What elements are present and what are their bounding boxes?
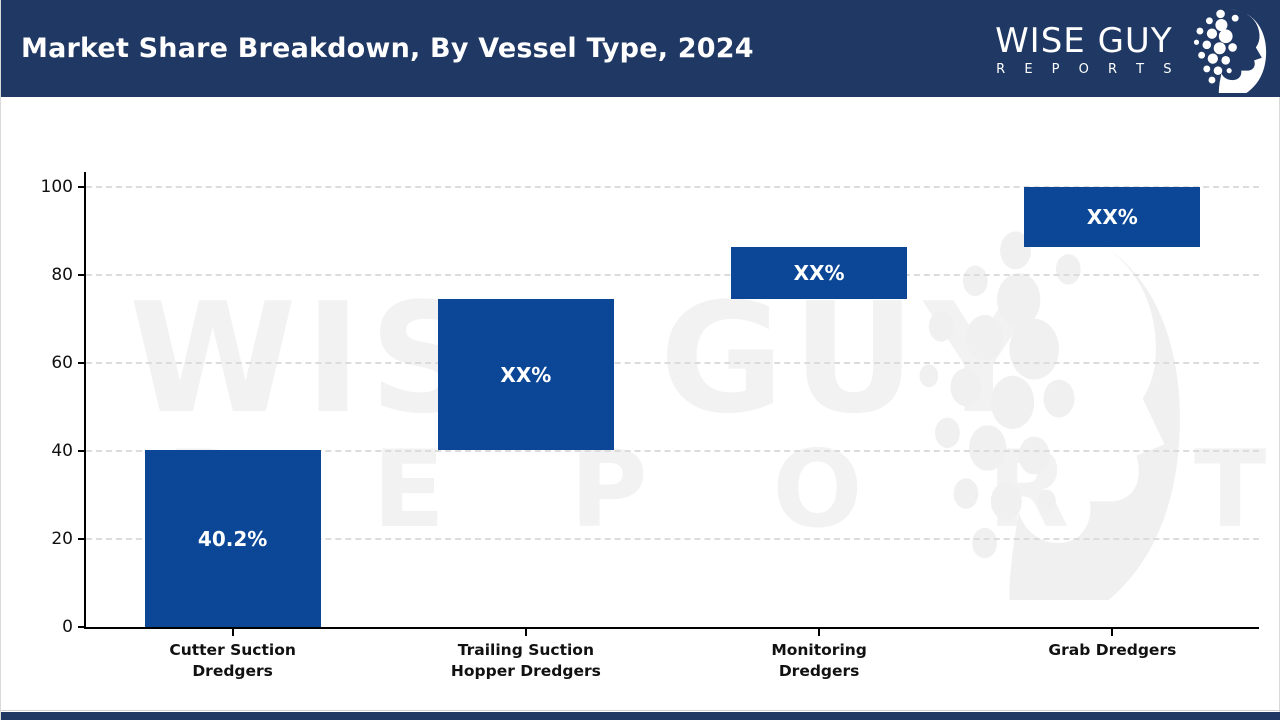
wiseguy-face-icon (1193, 9, 1267, 93)
footer-divider (1, 710, 1280, 711)
y-tick-label: 100 (40, 177, 73, 197)
category-label-line: Cutter Suction (169, 641, 296, 659)
category-label-line: Dredgers (192, 662, 273, 680)
wiseguy-logo-text: WISE GUY R E P O R T S (989, 23, 1179, 78)
category-label: Monitoring Dredgers (674, 640, 964, 682)
y-tick (78, 274, 85, 276)
y-tick (78, 538, 85, 540)
category-label: Cutter Suction Dredgers (88, 640, 378, 682)
bar: XX% (1024, 187, 1201, 248)
gridline (86, 362, 1259, 364)
x-tick (818, 629, 821, 636)
y-tick-label: 20 (51, 529, 73, 549)
x-tick (231, 629, 234, 636)
logo-subtitle: R E P O R T S (996, 61, 1179, 77)
gridline (86, 186, 1259, 188)
gridline (86, 274, 1259, 276)
x-tick (524, 629, 527, 636)
y-tick-label: 40 (51, 441, 73, 461)
bar-value-label: XX% (793, 261, 845, 286)
bar-value-label: XX% (500, 362, 552, 387)
y-tick (78, 362, 85, 364)
category-label-line: Dredgers (778, 662, 860, 680)
footer-bar (1, 712, 1280, 720)
y-tick-label: 60 (51, 353, 73, 373)
logo-wordmark: WISE GUY (995, 20, 1173, 61)
x-tick (1111, 629, 1114, 636)
category-label-line: Trailing Suction (457, 641, 594, 659)
y-tick-label: 80 (51, 265, 73, 285)
y-tick (78, 186, 85, 188)
category-label-line: Monitoring (771, 641, 867, 659)
page-title: Market Share Breakdown, By Vessel Type, … (21, 33, 754, 64)
gridline (86, 450, 1259, 452)
y-tick (78, 626, 85, 628)
bar: 40.2% (144, 450, 321, 627)
bar: XX% (731, 247, 908, 300)
category-label: Trailing Suction Hopper Dredgers (381, 640, 671, 682)
y-tick (78, 450, 85, 452)
gridline (86, 538, 1259, 540)
header-bar: Market Share Breakdown, By Vessel Type, … (1, 0, 1280, 97)
category-label-line: Grab Dredgers (1048, 641, 1177, 659)
wiseguy-logo: WISE GUY R E P O R T S (989, 6, 1267, 94)
bar: XX% (437, 299, 614, 451)
bar-value-label: 40.2% (197, 526, 268, 551)
bar-value-label: XX% (1086, 205, 1138, 230)
category-label: Grab Dredgers (967, 640, 1257, 661)
y-tick-label: 0 (62, 617, 73, 637)
x-axis-line (84, 627, 1259, 629)
y-axis-line (84, 172, 86, 629)
category-label-line: Hopper Dredgers (450, 662, 601, 680)
